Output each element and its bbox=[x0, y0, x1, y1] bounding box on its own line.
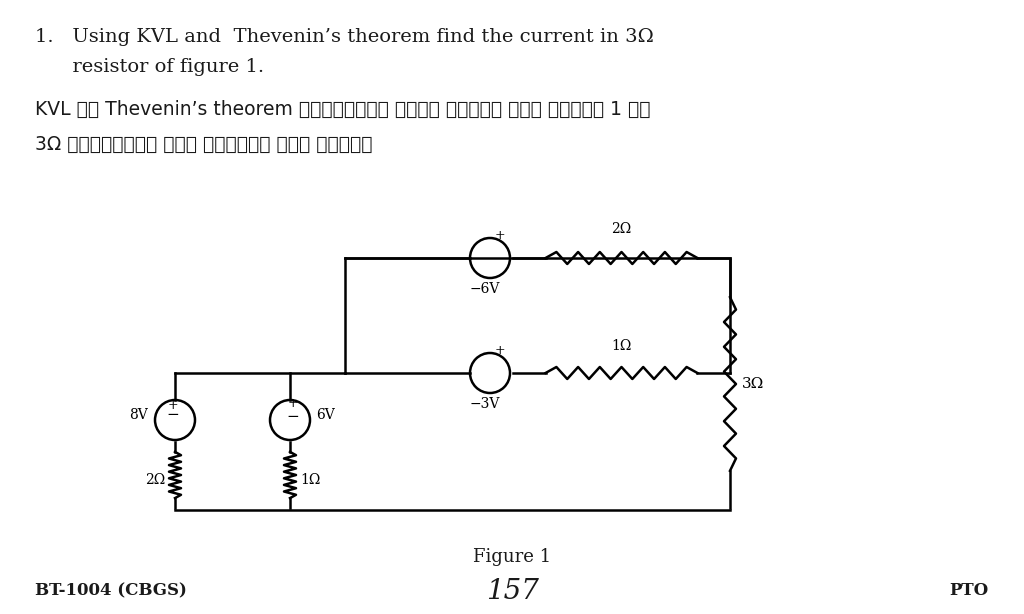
Text: +: + bbox=[495, 344, 505, 357]
Text: −3V: −3V bbox=[470, 397, 500, 411]
Text: PTO: PTO bbox=[949, 582, 989, 599]
Text: 3Ω: 3Ω bbox=[742, 377, 764, 391]
Text: +: + bbox=[495, 229, 505, 242]
Text: −: − bbox=[287, 410, 299, 424]
Text: 1Ω: 1Ω bbox=[611, 339, 632, 353]
Text: 2Ω: 2Ω bbox=[144, 473, 165, 487]
Text: KVL और Thevenin’s theorem इस्तेमाल करके दशाये गये चित्र 1 के: KVL और Thevenin’s theorem इस्तेमाल करके … bbox=[35, 100, 650, 119]
Text: 1.   Using KVL and  Thevenin’s theorem find the current in 3Ω: 1. Using KVL and Thevenin’s theorem find… bbox=[35, 28, 654, 46]
Text: 157: 157 bbox=[485, 578, 539, 605]
Text: 2Ω: 2Ω bbox=[611, 222, 632, 236]
Text: resistor of figure 1.: resistor of figure 1. bbox=[35, 58, 264, 76]
Text: −: − bbox=[167, 408, 179, 422]
Text: Figure 1: Figure 1 bbox=[473, 548, 551, 566]
Text: 6V: 6V bbox=[316, 408, 335, 422]
Text: 8V: 8V bbox=[129, 408, 148, 422]
Text: +: + bbox=[288, 397, 298, 410]
Text: −6V: −6V bbox=[470, 282, 500, 296]
Text: +: + bbox=[168, 399, 178, 412]
Text: −: − bbox=[481, 232, 495, 246]
Text: 1Ω: 1Ω bbox=[300, 473, 321, 487]
Text: BT-1004 (CBGS): BT-1004 (CBGS) bbox=[35, 582, 186, 599]
Text: −: − bbox=[481, 347, 495, 361]
Text: 3Ω रेसिस्टर में करेन्ट पता करें।: 3Ω रेसिस्टर में करेन्ट पता करें। bbox=[35, 135, 373, 154]
